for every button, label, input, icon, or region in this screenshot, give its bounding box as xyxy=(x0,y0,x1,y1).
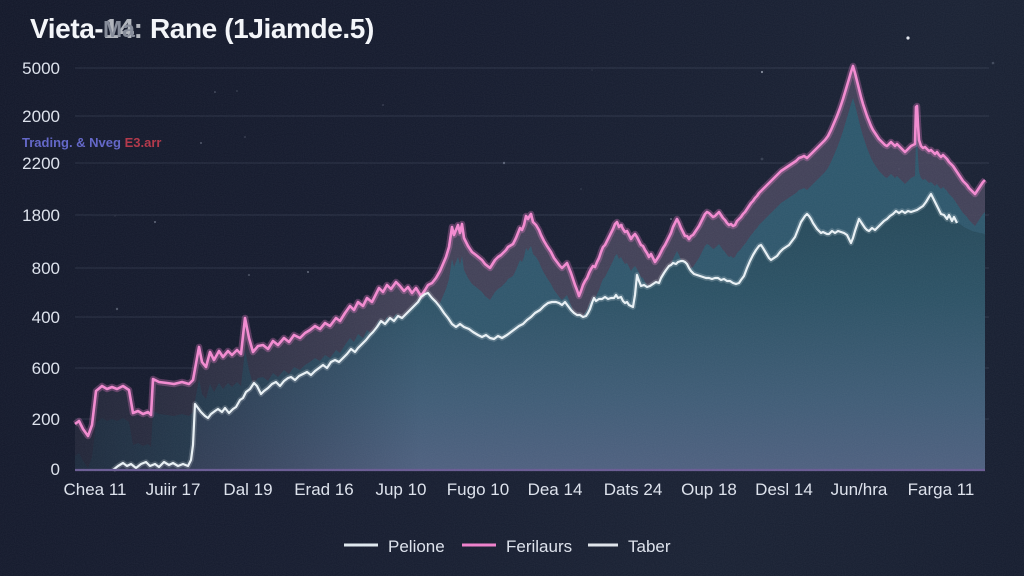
svg-text:0: 0 xyxy=(51,460,60,479)
svg-text:2000: 2000 xyxy=(22,107,60,126)
svg-text:Erad 16: Erad 16 xyxy=(294,480,354,499)
svg-text:Jun/hra: Jun/hra xyxy=(831,480,888,499)
svg-text:Jup 10: Jup 10 xyxy=(375,480,426,499)
svg-text:Oup 18: Oup 18 xyxy=(681,480,737,499)
svg-text:Desl 14: Desl 14 xyxy=(755,480,813,499)
svg-text:Taber: Taber xyxy=(628,537,671,556)
svg-text:200: 200 xyxy=(32,410,60,429)
svg-text:Dats 24: Dats 24 xyxy=(604,480,663,499)
svg-text:5000: 5000 xyxy=(22,59,60,78)
svg-text:Juiir 17: Juiir 17 xyxy=(146,480,201,499)
svg-text:Chea 11: Chea 11 xyxy=(63,480,126,499)
svg-text:Ma: Ma xyxy=(103,16,135,42)
svg-text:400: 400 xyxy=(32,308,60,327)
svg-text:Dea 14: Dea 14 xyxy=(528,480,583,499)
svg-text:600: 600 xyxy=(32,359,60,378)
svg-text:Vieta-14: Rane (1Jiamde.5): Vieta-14: Rane (1Jiamde.5) xyxy=(30,13,374,44)
svg-text:2200: 2200 xyxy=(22,154,60,173)
svg-text:Dal 19: Dal 19 xyxy=(223,480,272,499)
svg-text:Trading. & Nveg E3.arr: Trading. & Nveg E3.arr xyxy=(22,135,161,150)
svg-text:Pelione: Pelione xyxy=(388,537,445,556)
svg-text:Ferilaurs: Ferilaurs xyxy=(506,537,572,556)
svg-text:Farga 11: Farga 11 xyxy=(908,480,975,499)
svg-text:800: 800 xyxy=(32,259,60,278)
svg-text:Fugo 10: Fugo 10 xyxy=(447,480,509,499)
svg-text:1800: 1800 xyxy=(22,206,60,225)
